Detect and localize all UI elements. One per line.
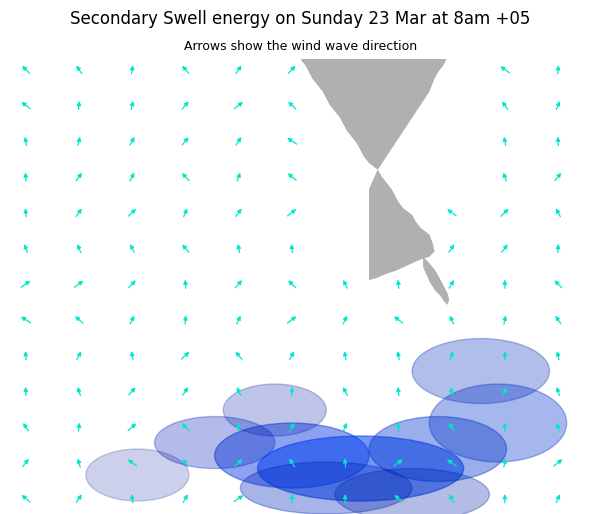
Ellipse shape: [258, 436, 463, 501]
Ellipse shape: [335, 469, 489, 514]
Text: Secondary Swell energy on Sunday 23 Mar at 8am +05: Secondary Swell energy on Sunday 23 Mar …: [70, 10, 531, 28]
Ellipse shape: [429, 384, 567, 462]
Ellipse shape: [154, 416, 275, 469]
Ellipse shape: [240, 462, 412, 514]
Polygon shape: [423, 258, 449, 305]
Ellipse shape: [223, 384, 326, 436]
Polygon shape: [423, 258, 449, 305]
Polygon shape: [300, 59, 447, 280]
Polygon shape: [300, 59, 447, 280]
Ellipse shape: [369, 416, 507, 482]
Ellipse shape: [412, 339, 549, 403]
Ellipse shape: [86, 449, 189, 501]
Ellipse shape: [215, 423, 369, 488]
Text: Arrows show the wind wave direction: Arrows show the wind wave direction: [184, 40, 417, 52]
